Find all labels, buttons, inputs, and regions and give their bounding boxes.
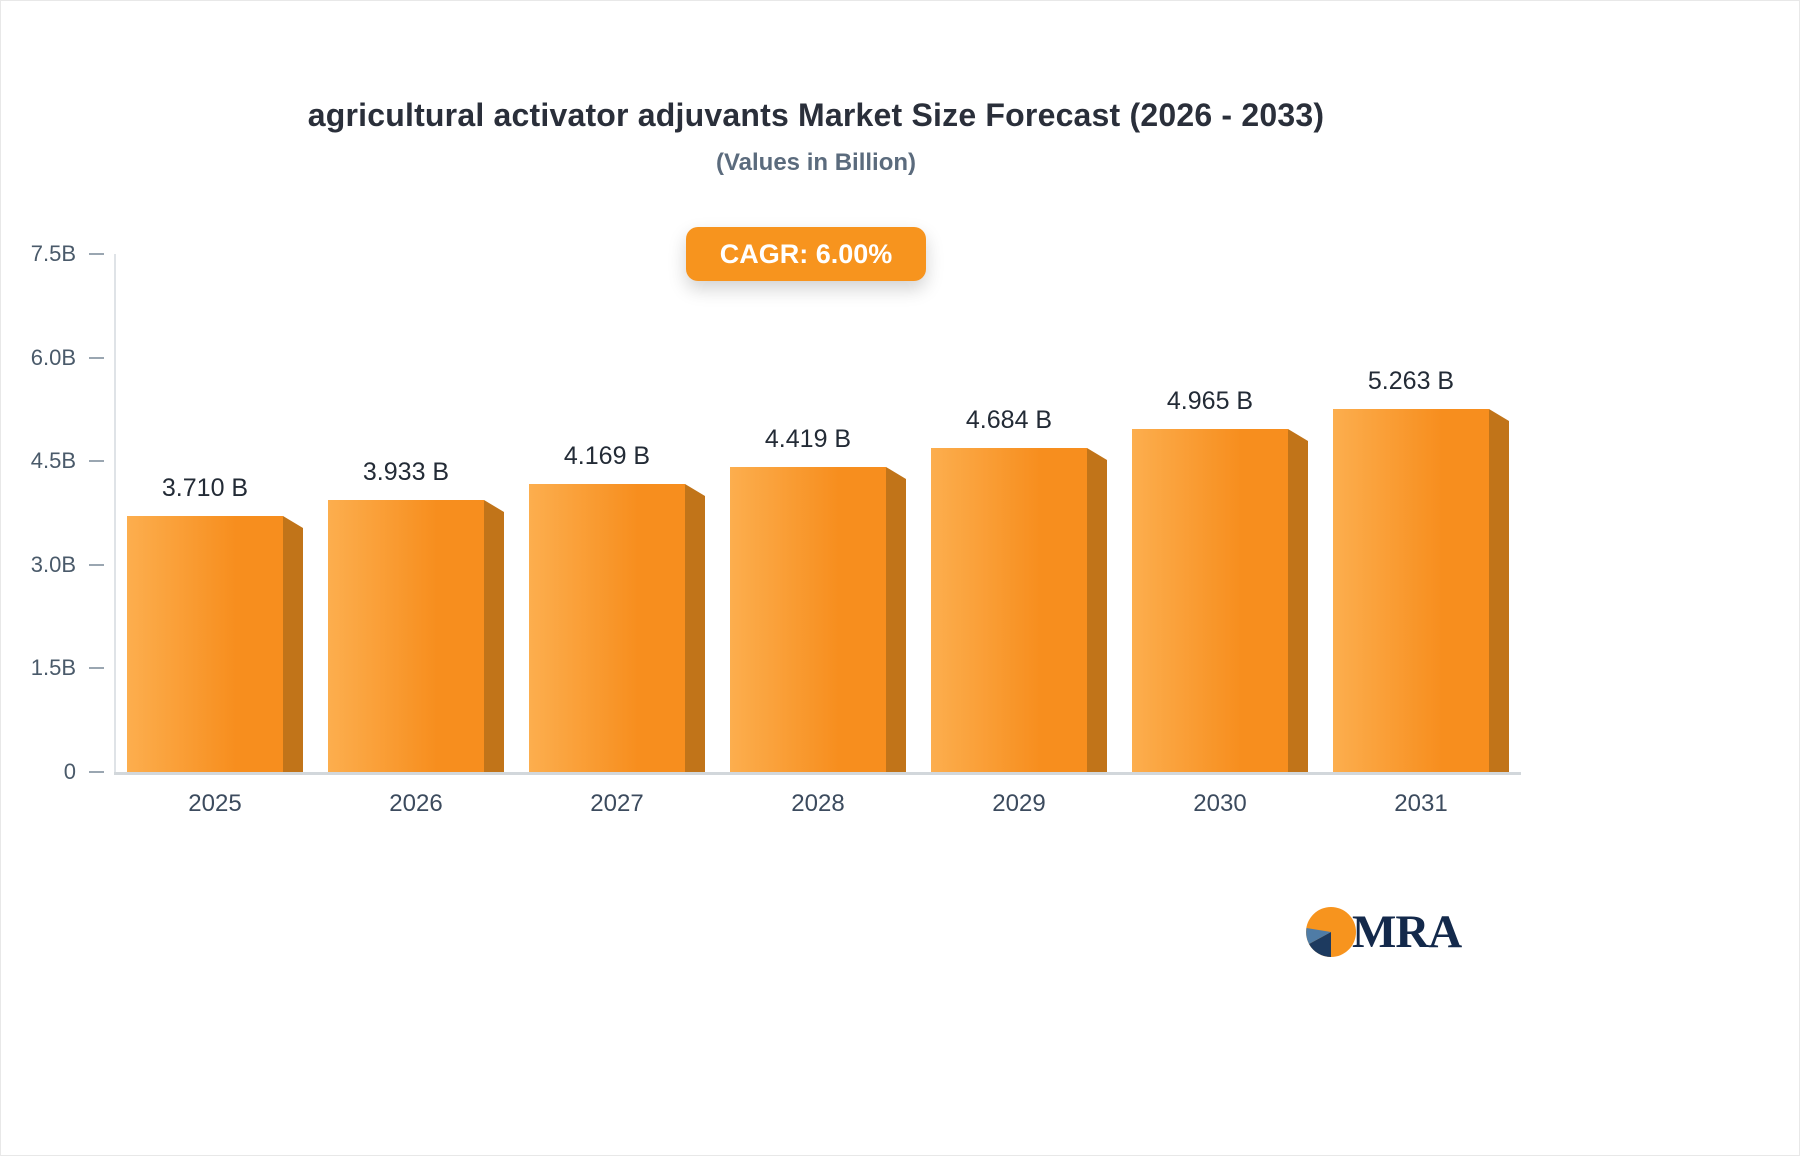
- y-axis-line: [114, 254, 116, 772]
- y-tick-mark: [89, 356, 104, 359]
- logo-text: MRA: [1352, 906, 1462, 958]
- company-logo: MRA: [1304, 901, 1474, 963]
- chart-subtitle: (Values in Billion): [715, 149, 917, 176]
- x-category-label: 2026: [389, 790, 443, 817]
- bar-side-face: [685, 484, 705, 772]
- bar: [529, 484, 705, 772]
- bar-front-face: [127, 516, 283, 772]
- bar: [1333, 409, 1509, 772]
- bar-side-face: [1489, 409, 1509, 772]
- y-tick-mark: [89, 771, 104, 773]
- y-tick-label: 6.0B: [30, 344, 76, 370]
- bar-side-face: [484, 500, 504, 772]
- bar-value-label: 4.419 B: [764, 425, 852, 453]
- y-tick-mark: [89, 253, 104, 255]
- bar-side-face: [1288, 429, 1308, 772]
- bar-side-face: [283, 516, 303, 772]
- y-tick-mark: [89, 460, 104, 463]
- bar-value-label: 5.263 B: [1367, 367, 1455, 395]
- bar: [931, 448, 1107, 772]
- bar-front-face: [1333, 409, 1489, 772]
- bar-front-face: [328, 500, 484, 772]
- y-tick-mark: [89, 667, 104, 670]
- bar-value-label: 3.710 B: [161, 474, 249, 502]
- bar: [730, 467, 906, 772]
- x-category-label: 2028: [791, 790, 845, 817]
- bar-value-label: 3.933 B: [362, 458, 450, 486]
- bar: [1132, 429, 1308, 772]
- chart-title: agricultural activator adjuvants Market …: [307, 97, 1325, 133]
- bar-value-label: 4.169 B: [563, 442, 651, 470]
- y-tick-label: 4.5B: [30, 448, 76, 474]
- cagr-badge: CAGR: 6.00%: [686, 227, 926, 281]
- logo-pie-icon: [1306, 907, 1356, 958]
- x-category-label: 2025: [188, 790, 242, 817]
- bar-side-face: [1087, 448, 1107, 772]
- bar: [127, 516, 303, 772]
- y-tick-label: 1.5B: [30, 655, 76, 681]
- x-category-label: 2031: [1394, 790, 1448, 817]
- bar: [328, 500, 504, 772]
- x-category-label: 2030: [1193, 790, 1247, 817]
- bar-front-face: [730, 467, 886, 772]
- bar-front-face: [1132, 429, 1288, 772]
- y-tick-label: 3.0B: [30, 551, 76, 577]
- y-tick-label: 7.5B: [30, 241, 76, 266]
- y-tick-mark: [89, 563, 104, 566]
- x-category-label: 2027: [590, 790, 644, 817]
- bar-front-face: [931, 448, 1087, 772]
- x-category-label: 2029: [992, 790, 1046, 817]
- bar-value-label: 4.965 B: [1166, 387, 1254, 415]
- bar-value-label: 4.684 B: [965, 406, 1053, 434]
- x-axis-line: [114, 772, 1521, 775]
- cagr-badge-label: CAGR: 6.00%: [719, 238, 893, 269]
- bar-side-face: [886, 467, 906, 772]
- bar-front-face: [529, 484, 685, 772]
- y-tick-label: 0: [63, 759, 76, 784]
